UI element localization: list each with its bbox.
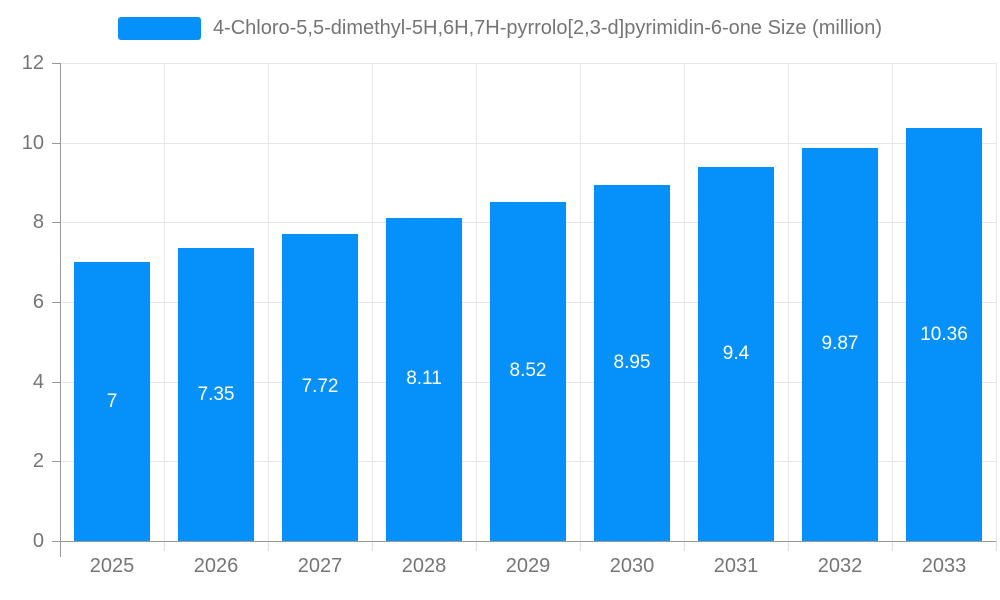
y-axis-tick-label: 10 [21,131,44,154]
bar-2033[interactable]: 10.36 [906,128,982,541]
bar-value-label: 8.52 [509,360,547,382]
bar-2026[interactable]: 7.35 [178,248,254,541]
y-axis-tick-label: 4 [32,370,44,393]
y-axis-tick [52,222,60,224]
bar-2031[interactable]: 9.4 [698,166,774,541]
x-axis-line [60,541,996,542]
x-axis-label-2026: 2026 [193,555,239,577]
bar-value-label: 8.95 [613,351,651,373]
x-axis-tick [996,541,997,551]
gridline-vertical [476,63,477,541]
x-axis-label-2030: 2030 [609,555,655,577]
bar-value-label: 9.87 [821,333,859,355]
y-axis-tick [52,461,60,463]
y-axis-tick-label: 2 [32,450,44,473]
y-axis-tick-label: 12 [21,52,44,74]
bar-2030[interactable]: 8.95 [594,184,670,541]
gridline-vertical [268,63,269,541]
x-axis-tick [268,541,269,551]
gridline-horizontal [60,63,996,64]
bar-2027[interactable]: 7.72 [282,233,358,541]
bar-value-label: 7.72 [301,376,339,398]
y-axis-tick-label: 0 [32,530,44,552]
bar-value-label: 10.36 [920,323,968,345]
x-axis-tick [164,541,165,551]
gridline-vertical [372,63,373,541]
y-axis-tick [52,381,60,383]
bar-value-label: 8.11 [406,368,442,390]
y-axis-tick [52,63,60,64]
bar-2028[interactable]: 8.11 [386,217,462,541]
y-axis-tick-label: 6 [32,291,44,313]
y-axis-tick-label: 8 [32,211,44,234]
x-axis-tick [476,541,477,551]
y-axis-line [60,63,61,557]
legend-swatch[interactable] [117,17,201,40]
gridline-vertical [788,63,789,541]
legend-label[interactable]: 4-Chloro-5,5-dimethyl-5H,6H,7H-pyrrolo[2… [212,17,883,39]
x-axis-label-2027: 2027 [297,555,343,577]
y-axis-tick [52,302,60,303]
x-axis-tick [580,541,581,551]
bar-value-label: 9.4 [722,342,750,364]
plot-area: 7 7.35 7.72 8.11 8.52 8.95 9.4 9.87 10.36 [60,63,997,541]
bar-value-label: 7 [106,390,118,412]
gridline-vertical [892,63,893,541]
x-axis-tick [372,541,373,551]
x-axis-tick [788,541,789,551]
bar-2029[interactable]: 8.52 [490,201,566,541]
legend[interactable]: 4-Chloro-5,5-dimethyl-5H,6H,7H-pyrrolo[2… [0,17,1000,40]
y-axis-tick [52,541,60,542]
x-axis-label-2031: 2031 [713,555,759,577]
gridline-vertical [684,63,685,541]
y-axis-tick [52,142,60,144]
bar-value-label: 7.35 [197,383,235,405]
gridline-horizontal [60,142,996,144]
x-axis-label-2033: 2033 [921,555,967,577]
x-axis-label-2025: 2025 [89,555,135,577]
gridline-vertical [580,63,581,541]
x-axis-label-2028: 2028 [401,555,447,577]
x-axis-tick [684,541,685,551]
gridline-vertical [996,63,997,541]
bar-2032[interactable]: 9.87 [802,147,878,541]
x-axis-label-2032: 2032 [817,555,863,577]
gridline-vertical [164,63,165,541]
x-axis-tick [892,541,893,551]
bar-2025[interactable]: 7 [74,262,150,541]
x-axis-label-2029: 2029 [505,555,551,577]
